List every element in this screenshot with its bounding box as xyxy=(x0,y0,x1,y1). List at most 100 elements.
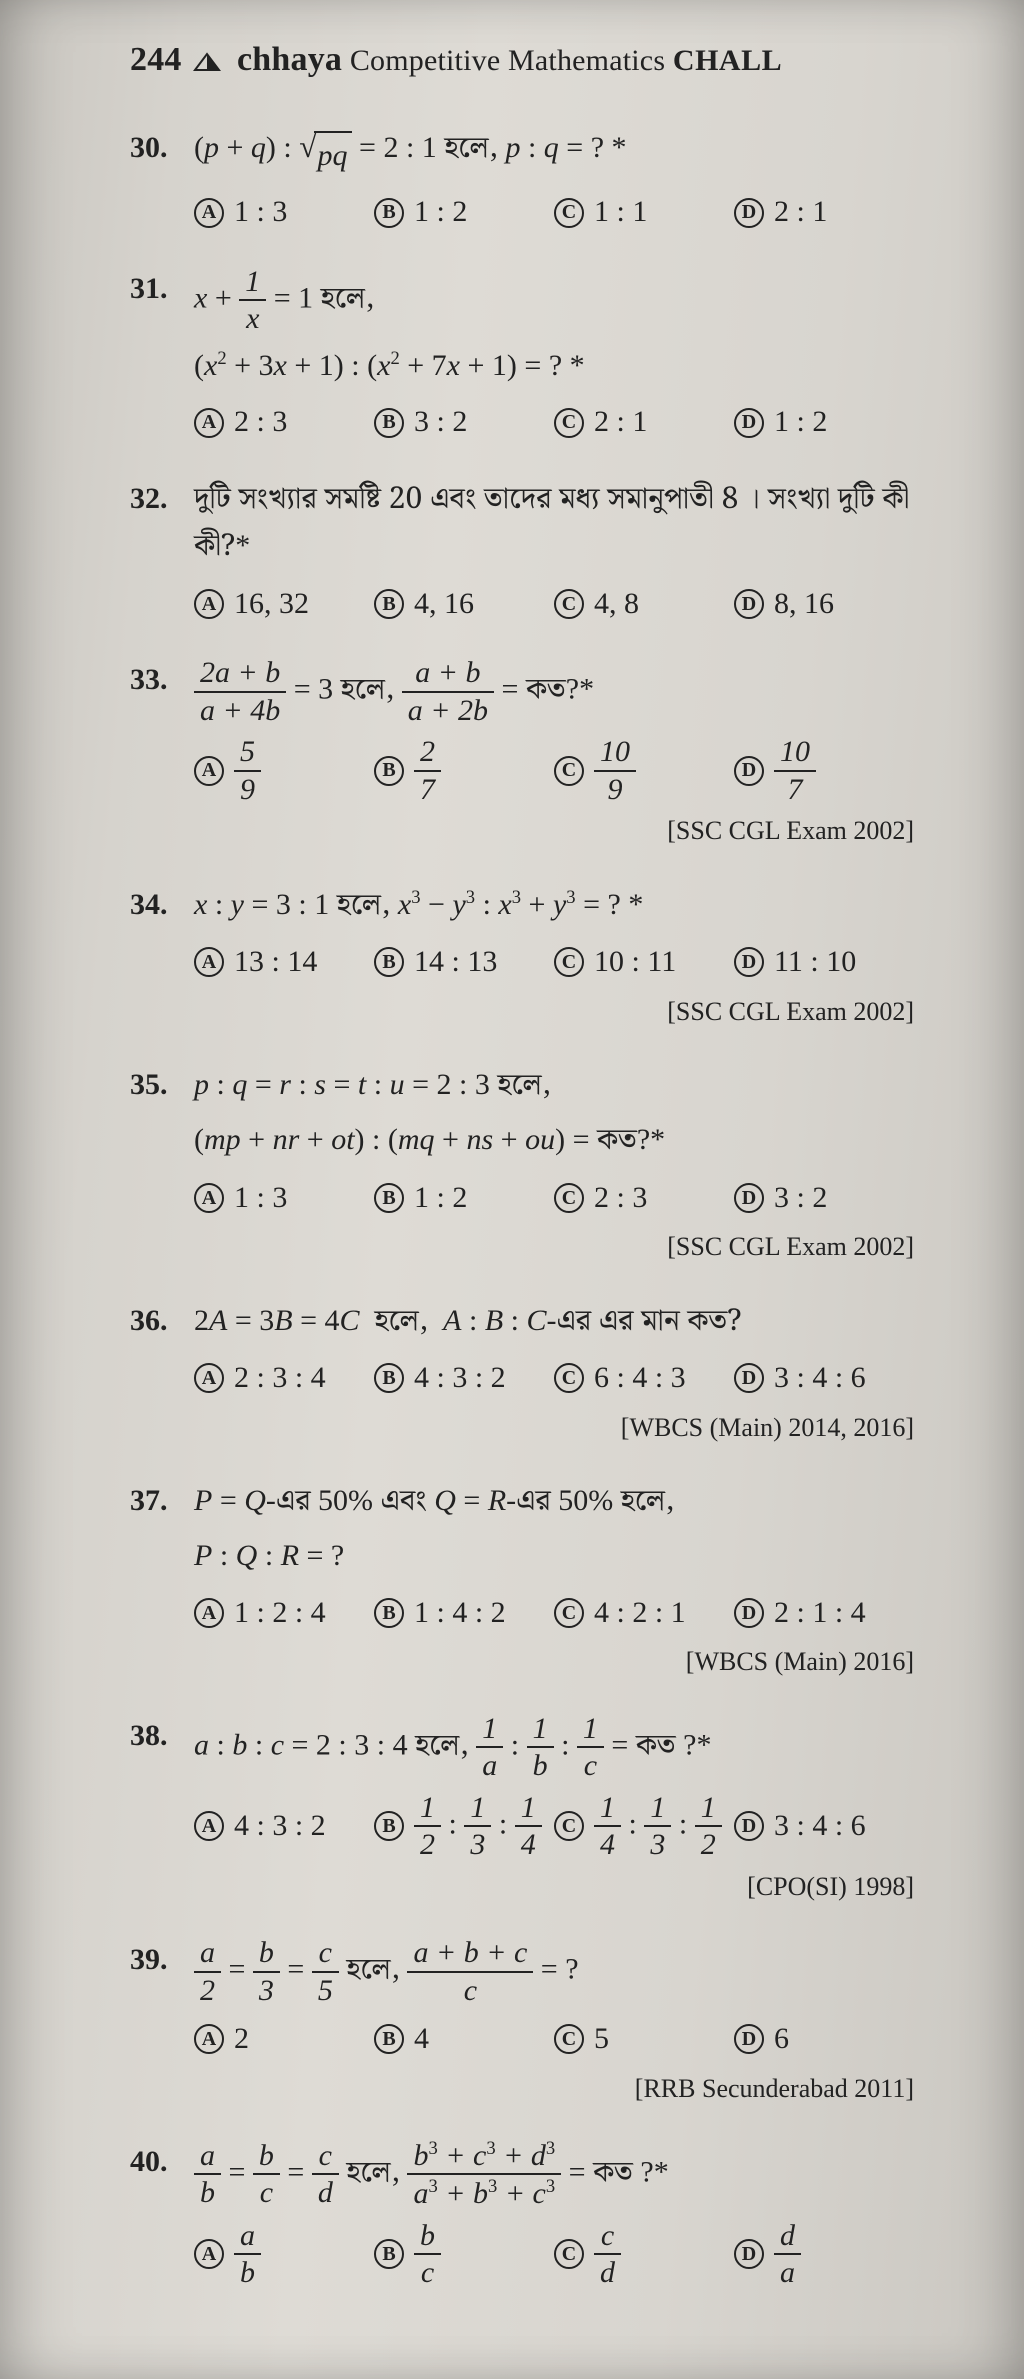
option: A2 : 3 xyxy=(194,399,374,446)
exam-tag: [SSC CGL Exam 2002] xyxy=(194,992,914,1032)
option: C14 : 13 : 12 xyxy=(554,1792,734,1861)
option: C 4, 8 xyxy=(554,581,734,628)
question: 38.a : b : c = 2 : 3 : 4 হলে, 1a : 1b : … xyxy=(130,1713,914,1907)
option-marker: D xyxy=(734,1363,764,1393)
question-number: 31. xyxy=(130,266,194,335)
option-marker: D xyxy=(734,1183,764,1213)
question-stem: 38.a : b : c = 2 : 3 : 4 হলে, 1a : 1b : … xyxy=(130,1713,914,1782)
question-text: a : b : c = 2 : 3 : 4 হলে, 1a : 1b : 1c … xyxy=(194,1713,914,1782)
option-marker: B xyxy=(374,589,404,619)
option-value: 1 : 4 : 2 xyxy=(414,1590,506,1637)
exam-tag: [WBCS (Main) 2016] xyxy=(194,1642,914,1682)
option-value: 12 : 13 : 14 xyxy=(414,1792,542,1861)
option-marker: D xyxy=(734,198,764,228)
option-marker: C xyxy=(554,2239,584,2269)
page-header: 244 chhaya Competitive Mathematics CHALL xyxy=(130,40,914,81)
question-continuation: P : Q : R = ? xyxy=(194,1533,914,1580)
option-marker: B xyxy=(374,1811,404,1841)
option-marker: D xyxy=(734,1598,764,1628)
option: B1 : 4 : 2 xyxy=(374,1590,554,1637)
option-value: 16, 32 xyxy=(234,581,309,628)
question-text: 2a + ba + 4b = 3 হলে, a + ba + 2b = কত?* xyxy=(194,657,914,726)
question: 30.(p + q) : √pq = 2 : 1 হলে, p : q = ? … xyxy=(130,125,914,236)
exam-tag: [RRB Secunderabad 2011] xyxy=(194,2069,914,2109)
option: B4, 16 xyxy=(374,581,554,628)
question-stem: 31.x + 1x = 1 হলে, xyxy=(130,266,914,335)
question-text: দুটি সংখ্যার সমষ্টি 20 এবং তাদের মধ্য সম… xyxy=(194,476,914,571)
option-value: 4, 8 xyxy=(594,581,639,628)
question: 37.P = Q-এর 50% এবং Q = R-এর 50% হলে,P :… xyxy=(130,1478,914,1683)
question: 32.দুটি সংখ্যার সমষ্টি 20 এবং তাদের মধ্য… xyxy=(130,476,914,628)
question: 34.x : y = 3 : 1 হলে, x3 − y3 : x3 + y3 … xyxy=(130,882,914,1032)
option-value: 2 : 1 xyxy=(594,399,647,446)
option: D2 : 1 xyxy=(734,189,914,236)
option-marker: C xyxy=(554,756,584,786)
options-row: A 16, 32 B4, 16C 4, 8 D8, 16 xyxy=(194,581,914,628)
option: A1 : 3 xyxy=(194,189,374,236)
option-marker: A xyxy=(194,1598,224,1628)
option-value: 1 : 2 xyxy=(414,189,467,236)
option: D3 : 2 xyxy=(734,1175,914,1222)
option-value: 109 xyxy=(594,736,636,805)
question: 31.x + 1x = 1 হলে,(x2 + 3x + 1) : (x2 + … xyxy=(130,266,914,446)
option: A2 : 3 : 4 xyxy=(194,1355,374,1402)
option-marker: C xyxy=(554,589,584,619)
option: C 109 xyxy=(554,736,734,805)
question-continuation: (mp + nr + ot) : (mq + ns + ou) = কত?* xyxy=(194,1117,914,1165)
option: C2 : 3 xyxy=(554,1175,734,1222)
option-marker: A xyxy=(194,756,224,786)
option-value: 2 : 3 xyxy=(594,1175,647,1222)
question-number: 34. xyxy=(130,882,194,930)
option-value: 2 xyxy=(234,2016,249,2063)
option-value: 2 : 3 : 4 xyxy=(234,1355,326,1402)
option-marker: C xyxy=(554,408,584,438)
question: 40.ab = bc = cd হলে, b3 + c3 + d3a3 + b3… xyxy=(130,2139,914,2289)
option: A1 : 3 xyxy=(194,1175,374,1222)
option-marker: D xyxy=(734,589,764,619)
question-text: a2 = b3 = c5 হলে, a + b + cc = ? xyxy=(194,1937,914,2006)
question-stem: 36.2A = 3B = 4C হলে, A : B : C-এর এর মান… xyxy=(130,1298,914,1346)
option: C4 : 2 : 1 xyxy=(554,1590,734,1637)
option: C5 xyxy=(554,2016,734,2063)
option: B1 : 2 xyxy=(374,1175,554,1222)
header-tail: CHALL xyxy=(673,44,782,77)
option-marker: D xyxy=(734,947,764,977)
option: D6 xyxy=(734,2016,914,2063)
options-row: A4 : 3 : 2B12 : 13 : 14C14 : 13 : 12D3 :… xyxy=(194,1792,914,1861)
question-number: 39. xyxy=(130,1937,194,2006)
options-row: A2B4C5D6 xyxy=(194,2016,914,2063)
option-value: 6 : 4 : 3 xyxy=(594,1355,686,1402)
option-value: da xyxy=(774,2220,801,2289)
question: 35.p : q = r : s = t : u = 2 : 3 হলে, (mp… xyxy=(130,1062,914,1268)
question-text: 2A = 3B = 4C হলে, A : B : C-এর এর মান কত… xyxy=(194,1298,914,1346)
option-value: 5 xyxy=(594,2016,609,2063)
question-stem: 35.p : q = r : s = t : u = 2 : 3 হলে, xyxy=(130,1062,914,1110)
option-marker: A xyxy=(194,589,224,619)
option: D3 : 4 : 6 xyxy=(734,1355,914,1402)
option: C6 : 4 : 3 xyxy=(554,1355,734,1402)
option-marker: B xyxy=(374,2024,404,2054)
question-stem: 32.দুটি সংখ্যার সমষ্টি 20 এবং তাদের মধ্য… xyxy=(130,476,914,571)
option-value: 59 xyxy=(234,736,261,805)
question-number: 33. xyxy=(130,657,194,726)
option-value: 10 : 11 xyxy=(594,939,676,986)
option: D107 xyxy=(734,736,914,805)
option-value: 6 xyxy=(774,2016,789,2063)
option: A4 : 3 : 2 xyxy=(194,1792,374,1861)
option-value: 2 : 3 xyxy=(234,399,287,446)
exam-tag: [SSC CGL Exam 2002] xyxy=(194,811,914,851)
option-marker: B xyxy=(374,947,404,977)
option-value: 1 : 2 xyxy=(774,399,827,446)
exam-tag: [SSC CGL Exam 2002] xyxy=(194,1227,914,1267)
option: D8, 16 xyxy=(734,581,914,628)
question-number: 38. xyxy=(130,1713,194,1782)
question-number: 37. xyxy=(130,1478,194,1526)
option: A13 : 14 xyxy=(194,939,374,986)
option: Bbc xyxy=(374,2220,554,2289)
option-marker: A xyxy=(194,2024,224,2054)
option: D11 : 10 xyxy=(734,939,914,986)
option: B 12 : 13 : 14 xyxy=(374,1792,554,1861)
option: B14 : 13 xyxy=(374,939,554,986)
option: C1 : 1 xyxy=(554,189,734,236)
option-marker: C xyxy=(554,947,584,977)
